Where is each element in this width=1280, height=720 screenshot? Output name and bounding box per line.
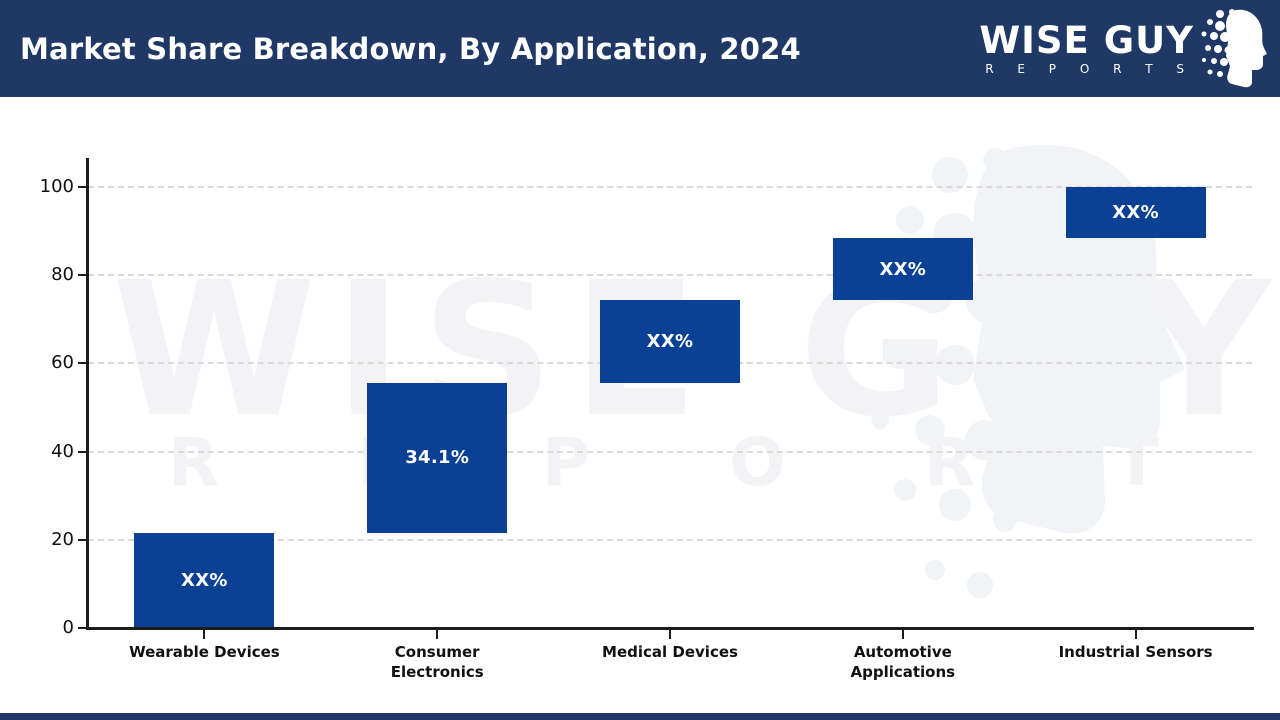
x-tick-2 [669, 630, 671, 639]
bar-value-label-2: XX% [646, 330, 694, 352]
logo-head-profile-icon [1198, 4, 1268, 94]
gridline-20 [88, 538, 1252, 541]
gridline-100 [88, 186, 1252, 188]
gridline-80 [88, 274, 1252, 277]
y-tick-80 [78, 274, 88, 277]
logo-wordmark: WISE GUY [979, 18, 1194, 62]
y-tick-label-20: 20 [51, 528, 74, 550]
y-tick-100 [78, 186, 88, 188]
bar-value-label-3: XX% [879, 258, 927, 280]
category-label-4: Industrial Sensors [1058, 643, 1213, 661]
category-label-3: Automotive Applications [850, 643, 956, 682]
y-axis-line [86, 158, 89, 630]
x-tick-3 [901, 630, 904, 639]
bar-segment-2: XX% [600, 299, 740, 383]
logo-text: WISE GUY R E P O R T S [979, 22, 1194, 76]
category-label-2: Medical Devices [602, 643, 738, 661]
y-tick-label-100: 100 [39, 176, 74, 197]
y-tick-0 [78, 627, 88, 629]
header-bar: Market Share Breakdown, By Application, … [0, 0, 1280, 97]
bar-segment-4: XX% [1065, 187, 1206, 239]
wise-guy-reports-logo: WISE GUY R E P O R T S [979, 4, 1280, 94]
x-tick-4 [1134, 630, 1137, 639]
bar-value-label-4: XX% [1112, 202, 1159, 224]
y-tick-label-0: 0 [62, 617, 74, 638]
category-label-0: Wearable Devices [129, 643, 280, 661]
y-tick-label-60: 60 [51, 352, 74, 374]
y-tick-20 [78, 538, 88, 541]
y-tick-label-40: 40 [51, 440, 74, 462]
x-tick-1 [436, 630, 439, 639]
y-tick-60 [78, 362, 88, 365]
x-tick-0 [203, 630, 206, 639]
page-title: Market Share Breakdown, By Application, … [20, 31, 801, 66]
logo-subtitle: R E P O R T S [985, 61, 1194, 76]
footer-bar [0, 713, 1280, 720]
y-tick-40 [78, 450, 88, 453]
y-tick-label-80: 80 [51, 264, 74, 286]
x-axis-line [86, 627, 1254, 630]
bar-value-label-1: 34.1% [405, 447, 470, 469]
category-label-1: Consumer Electronics [390, 643, 484, 682]
gridline-40 [88, 450, 1252, 453]
bar-segment-1: 34.1% [367, 382, 508, 534]
bar-segment-0: XX% [134, 533, 275, 628]
bar-segment-3: XX% [832, 238, 973, 300]
bar-value-label-0: XX% [181, 570, 228, 592]
